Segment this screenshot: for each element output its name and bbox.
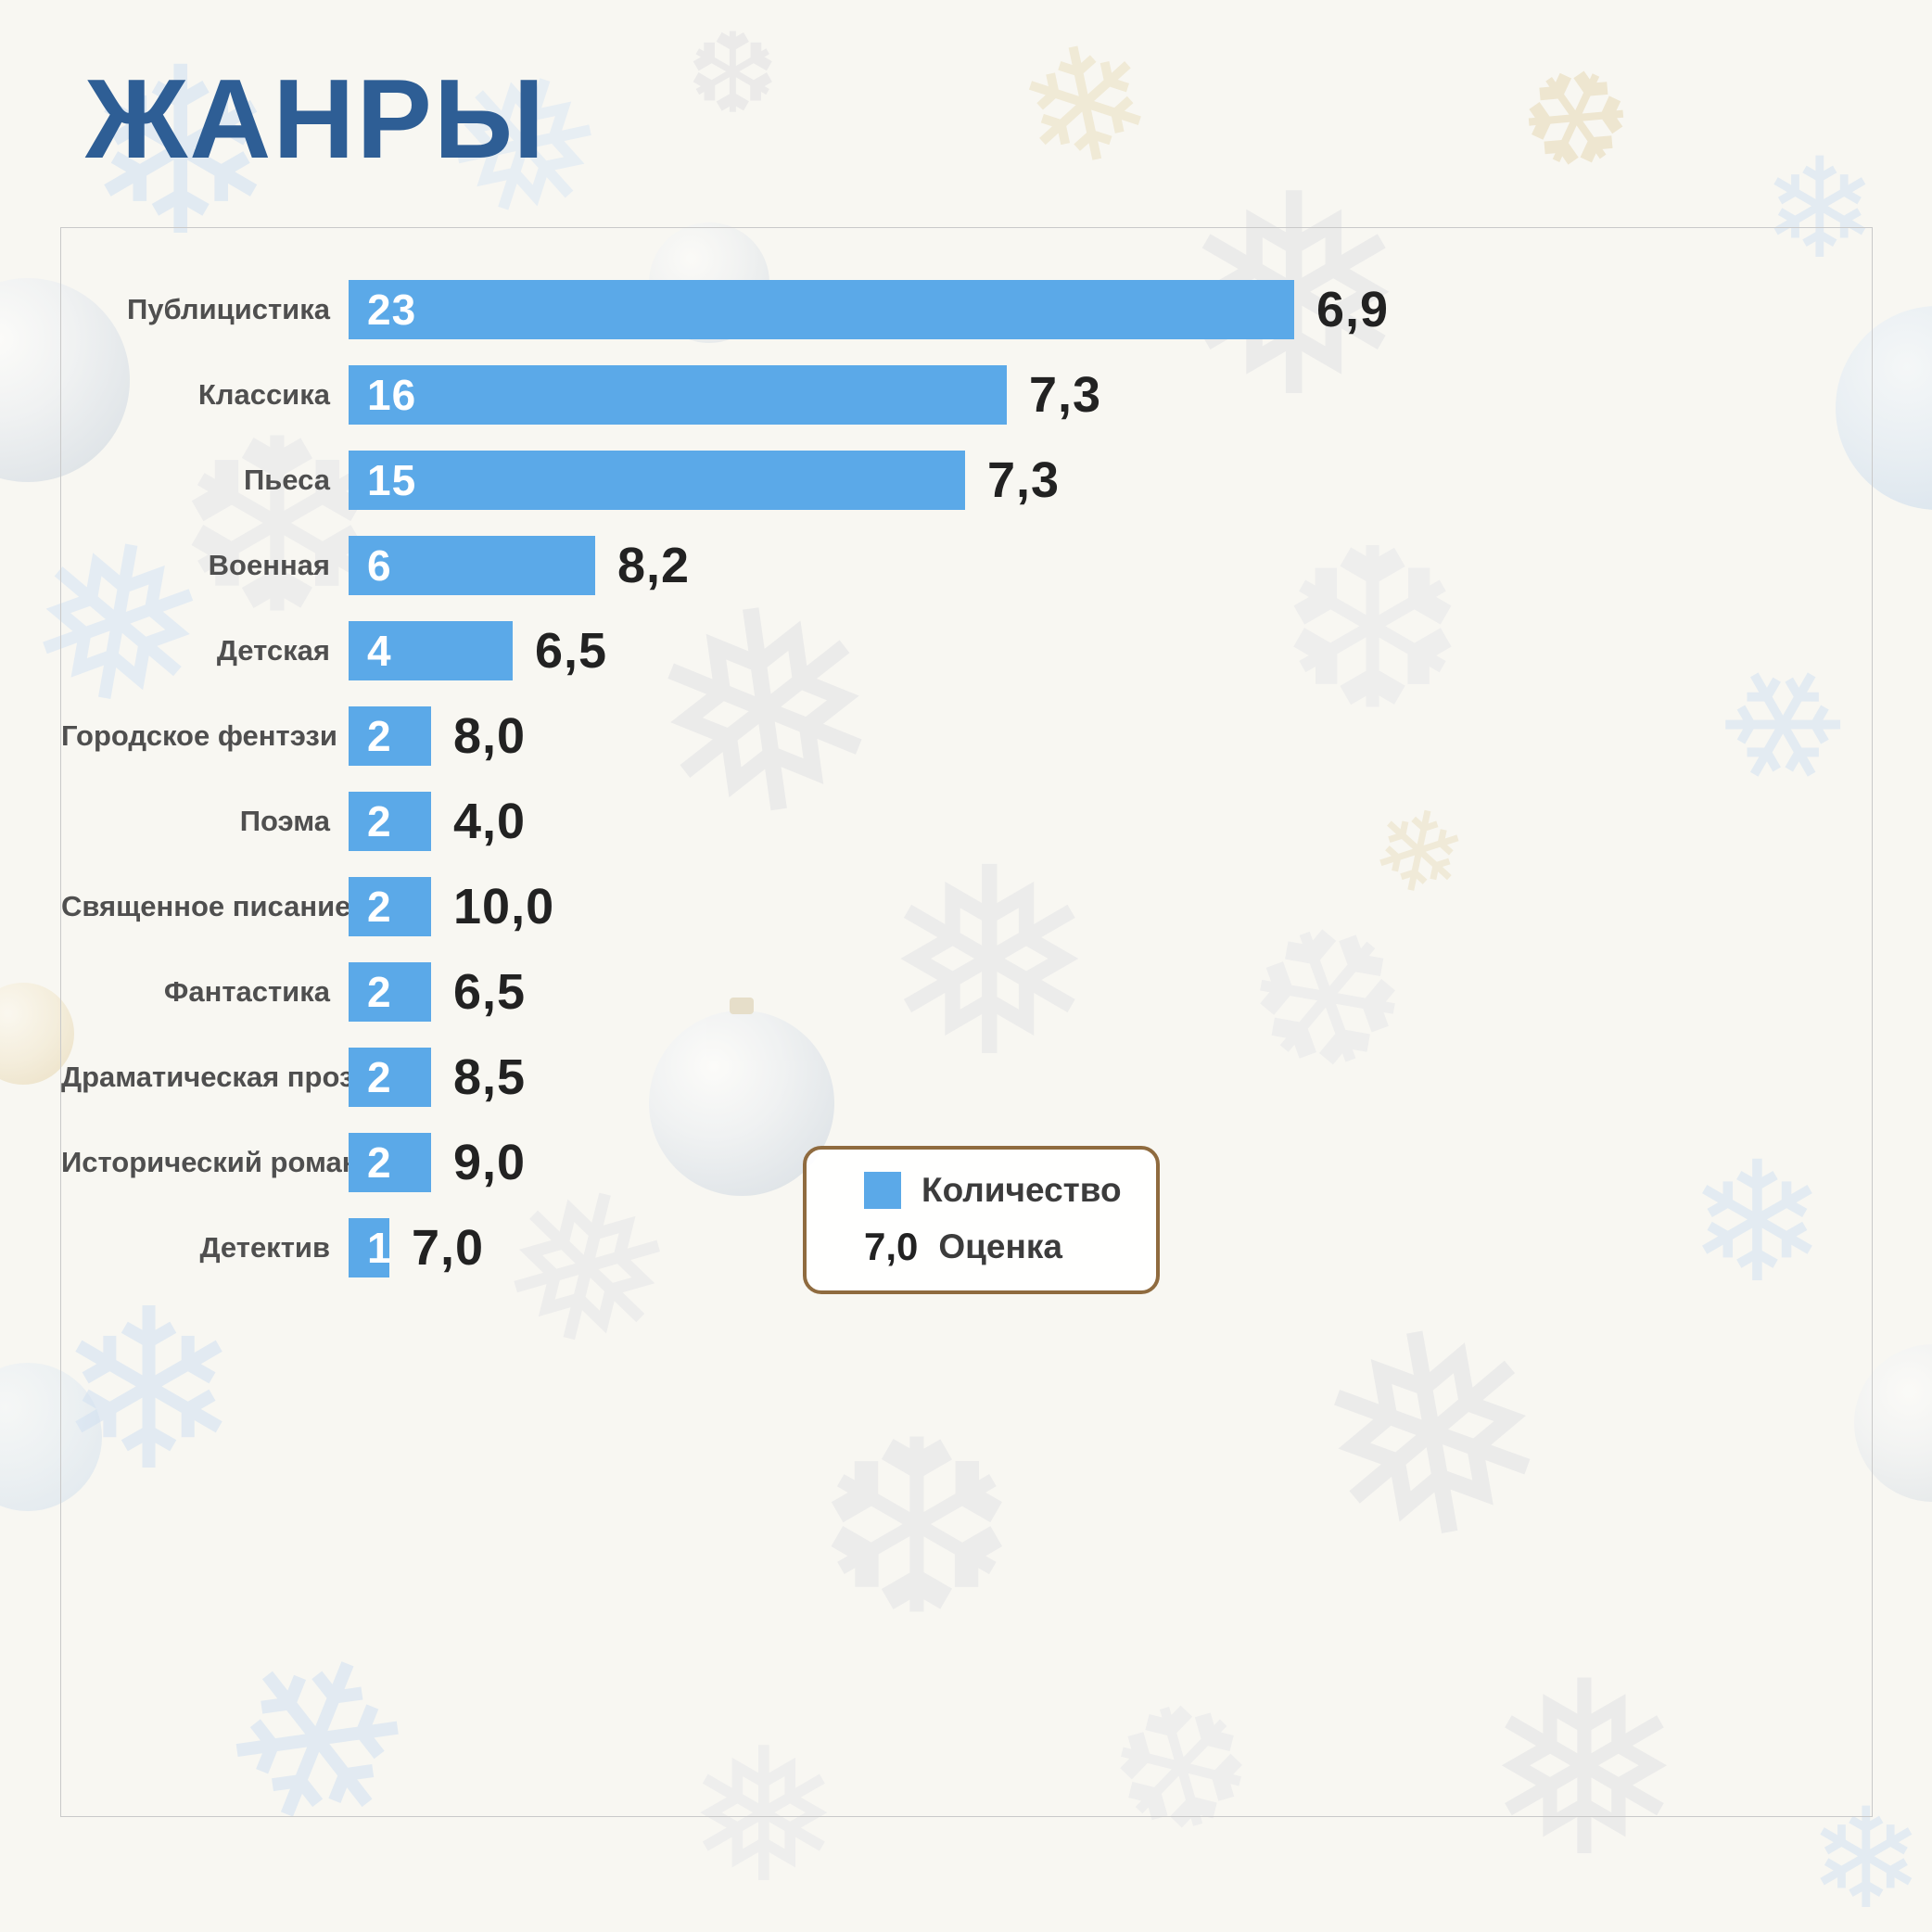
count-bar: 23 <box>349 280 1294 339</box>
chart-row: Детская 4 6,5 <box>61 608 1872 693</box>
chart-row: Военная 6 8,2 <box>61 523 1872 608</box>
chart-row: Поэма 2 4,0 <box>61 779 1872 864</box>
count-bar: 2 <box>349 962 431 1022</box>
chart-panel: Публицистика 23 6,9 Классика 16 7,3 Пьес… <box>60 227 1873 1817</box>
count-bar: 4 <box>349 621 513 680</box>
rating-value: 4,0 <box>453 794 527 849</box>
bar-area: 6 8,2 <box>349 536 1872 595</box>
count-bar: 2 <box>349 792 431 851</box>
bar-area: 2 10,0 <box>349 877 1872 936</box>
chart-row: Священное писание 2 10,0 <box>61 864 1872 949</box>
count-bar: 6 <box>349 536 595 595</box>
category-label: Городское фентэзи <box>61 719 337 752</box>
count-value: 16 <box>367 371 417 419</box>
chart-row: Пьеса 15 7,3 <box>61 438 1872 523</box>
category-label: Военная <box>208 549 330 581</box>
count-value: 4 <box>367 627 392 675</box>
rating-value: 9,0 <box>453 1135 527 1190</box>
count-value: 2 <box>367 883 392 931</box>
bar-area: 2 6,5 <box>349 962 1872 1022</box>
bar-area: 4 6,5 <box>349 621 1872 680</box>
count-bar: 16 <box>349 365 1007 425</box>
category-label: Исторический роман <box>61 1146 360 1178</box>
legend-rating-label: Оценка <box>938 1227 1062 1265</box>
rating-value: 10,0 <box>453 879 555 934</box>
legend-count-label: Количество <box>922 1171 1122 1209</box>
page-title: ЖАНРЫ <box>85 56 547 182</box>
legend-rating-row: 7,0 Оценка <box>864 1225 1156 1269</box>
count-value: 2 <box>367 1138 392 1187</box>
count-value: 23 <box>367 286 417 334</box>
rating-value: 6,5 <box>453 964 527 1020</box>
count-bar: 2 <box>349 1048 431 1107</box>
chart-row: Публицистика 23 6,9 <box>61 267 1872 352</box>
snowflake-icon: ❆ <box>1494 31 1656 210</box>
category-label: Детская <box>216 634 330 667</box>
category-label: Священное писание <box>61 890 351 922</box>
category-label: Поэма <box>239 805 330 837</box>
category-label: Детектив <box>199 1231 330 1264</box>
count-value: 15 <box>367 456 417 504</box>
bar-area: 2 4,0 <box>349 792 1872 851</box>
chart-row: Городское фентэзи 2 8,0 <box>61 693 1872 779</box>
bar-area: 16 7,3 <box>349 365 1872 425</box>
count-bar: 1 <box>349 1218 392 1277</box>
rating-value: 6,9 <box>1316 282 1390 337</box>
chart-row: Фантастика 2 6,5 <box>61 949 1872 1035</box>
chart-row: Исторический роман 2 9,0 <box>61 1120 1872 1205</box>
bar-area: 2 8,0 <box>349 706 1872 766</box>
count-value: 1 <box>367 1224 392 1272</box>
snowflake-icon: ❆ <box>686 12 780 136</box>
chart-legend: Количество 7,0 Оценка <box>803 1146 1160 1294</box>
legend-rating-sample: 7,0 <box>864 1225 919 1268</box>
category-label: Фантастика <box>163 975 330 1008</box>
bar-area: 15 7,3 <box>349 451 1872 510</box>
count-bar: 2 <box>349 1133 431 1192</box>
chart-row: Детектив 1 7,0 <box>61 1205 1872 1290</box>
count-swatch-icon <box>864 1172 901 1209</box>
rating-value: 8,5 <box>453 1049 527 1105</box>
chart-row: Драматическая проза 2 8,5 <box>61 1035 1872 1120</box>
rating-value: 8,2 <box>617 538 691 593</box>
count-bar: 15 <box>349 451 965 510</box>
category-label: Публицистика <box>127 293 330 325</box>
rating-value: 7,3 <box>987 452 1061 508</box>
bar-area: 2 8,5 <box>349 1048 1872 1107</box>
rating-value: 7,0 <box>412 1220 485 1276</box>
category-label: Пьеса <box>243 464 330 496</box>
count-bar: 2 <box>349 877 431 936</box>
rating-value: 8,0 <box>453 708 527 764</box>
count-value: 6 <box>367 541 392 590</box>
chart-row: Классика 16 7,3 <box>61 352 1872 438</box>
bar-area: 23 6,9 <box>349 280 1872 339</box>
snowflake-icon: ❄ <box>1002 6 1169 207</box>
bar-area: 2 9,0 <box>349 1133 1872 1192</box>
legend-count-row: Количество <box>864 1171 1156 1210</box>
count-bar: 2 <box>349 706 431 766</box>
count-value: 2 <box>367 968 392 1016</box>
rating-value: 7,3 <box>1029 367 1102 423</box>
rating-value: 6,5 <box>535 623 608 679</box>
bar-area: 1 7,0 <box>349 1218 1872 1277</box>
count-value: 2 <box>367 797 392 845</box>
count-value: 2 <box>367 712 392 760</box>
category-label: Драматическая проза <box>61 1061 370 1093</box>
category-label: Классика <box>197 378 330 411</box>
chart-rows: Публицистика 23 6,9 Классика 16 7,3 Пьес… <box>61 267 1872 1290</box>
count-value: 2 <box>367 1053 392 1101</box>
